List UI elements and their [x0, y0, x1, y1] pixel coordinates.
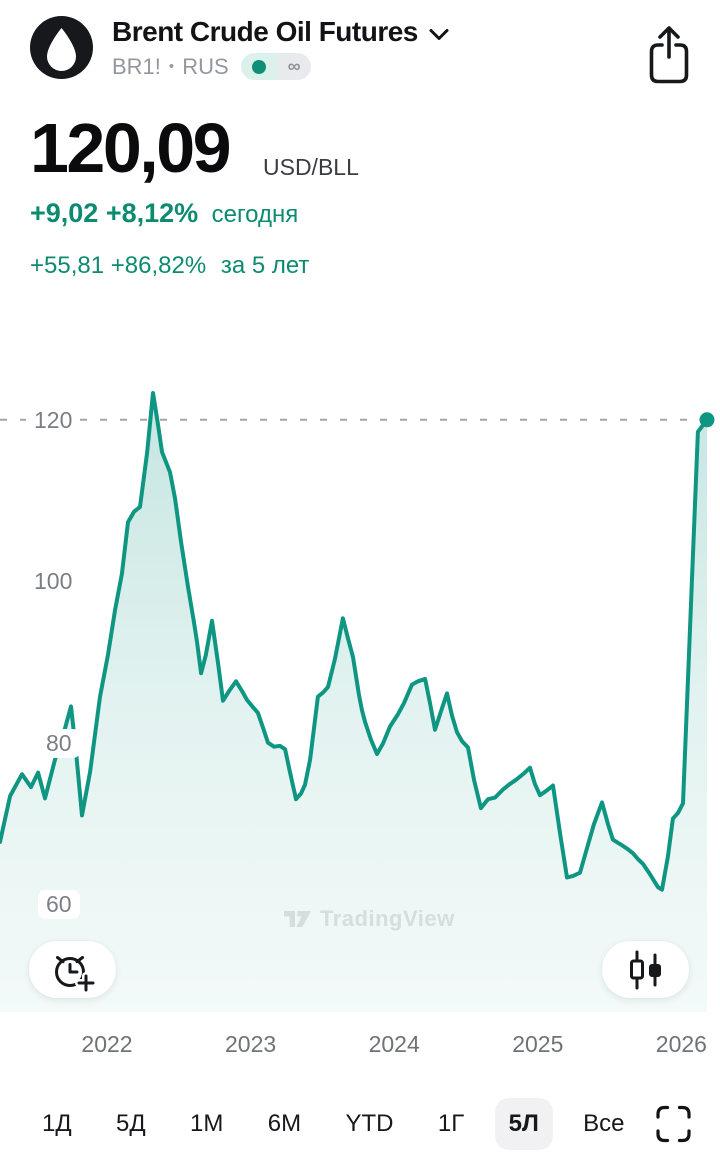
timeframe-bar: 1Д 5Д 1М 6М YTD 1Г 5Л Все — [0, 1092, 720, 1156]
instrument-logo — [30, 16, 93, 79]
change-today-period: сегодня — [211, 201, 299, 228]
fullscreen-button[interactable] — [655, 1105, 692, 1143]
x-axis-label: 2026 — [655, 1031, 707, 1057]
symbol-title-dropdown[interactable]: Brent Crude Oil Futures — [112, 16, 450, 48]
timeframe-6М[interactable]: 6М — [267, 1110, 302, 1137]
timeframe-1М[interactable]: 1М — [190, 1110, 224, 1137]
change-5y-period: за 5 лет — [220, 252, 310, 279]
change-5y-value: +55,81 +86,82% — [30, 252, 207, 279]
area-fill — [0, 393, 707, 1012]
change-today: +9,02 +8,12% сегодня — [30, 198, 298, 229]
alarm-clock-plus-icon — [54, 955, 97, 992]
page-title: Brent Crude Oil Futures — [112, 16, 418, 47]
timeframe-5Д[interactable]: 5Д — [116, 1110, 146, 1137]
share-button[interactable] — [646, 24, 692, 86]
y-axis-label: 100 — [26, 567, 81, 596]
candlestick-icon — [629, 950, 661, 989]
price-chart[interactable]: 120 100 80 60 TradingView — [0, 380, 720, 1012]
oil-drop-icon — [30, 16, 93, 79]
x-axis-label: 2022 — [81, 1031, 133, 1057]
exchange-code: RUS — [182, 53, 229, 79]
timeframe-1Г[interactable]: 1Г — [437, 1110, 465, 1137]
symbol-subtitle: BR1! • RUS ∞ — [112, 53, 311, 80]
market-status-pill[interactable]: ∞ — [240, 53, 311, 80]
change-today-value: +9,02 +8,12% — [30, 198, 199, 228]
price-unit: USD/BLL — [263, 154, 359, 180]
y-axis-label: 120 — [26, 405, 81, 435]
timeframe-YTD[interactable]: YTD — [345, 1110, 394, 1137]
separator-dot: • — [168, 58, 175, 75]
symbol-code: BR1! — [112, 53, 161, 79]
y-axis-label: 60 — [38, 890, 80, 919]
price-line — [0, 391, 709, 892]
last-price: 120,09 — [30, 109, 232, 187]
x-axis-labels: 2022 2023 2024 2025 2026 — [0, 1031, 720, 1061]
tradingview-logo-icon — [284, 910, 311, 927]
market-open-dot — [252, 59, 267, 74]
add-alert-button[interactable] — [29, 941, 116, 998]
market-open-indicator — [240, 53, 278, 80]
y-axis-label: 80 — [38, 728, 80, 758]
timeframe-Все[interactable]: Все — [583, 1110, 625, 1137]
chevron-down-icon — [429, 28, 449, 40]
watermark: TradingView — [284, 906, 455, 932]
x-axis-label: 2025 — [512, 1031, 564, 1057]
watermark-text: TradingView — [320, 906, 455, 931]
fullscreen-icon — [656, 1105, 691, 1143]
timeframe-5Л-selected[interactable]: 5Л — [494, 1098, 553, 1150]
x-axis-label: 2023 — [225, 1031, 277, 1057]
x-axis-label: 2024 — [368, 1031, 420, 1057]
area-chart-canvas[interactable] — [0, 380, 720, 1012]
change-5y: +55,81 +86,82% за 5 лет — [30, 252, 309, 280]
share-icon — [649, 26, 689, 84]
infinity-icon: ∞ — [277, 53, 311, 80]
last-price-dot — [699, 412, 715, 428]
chart-style-button[interactable] — [602, 941, 689, 998]
timeframe-1Д[interactable]: 1Д — [42, 1110, 72, 1137]
